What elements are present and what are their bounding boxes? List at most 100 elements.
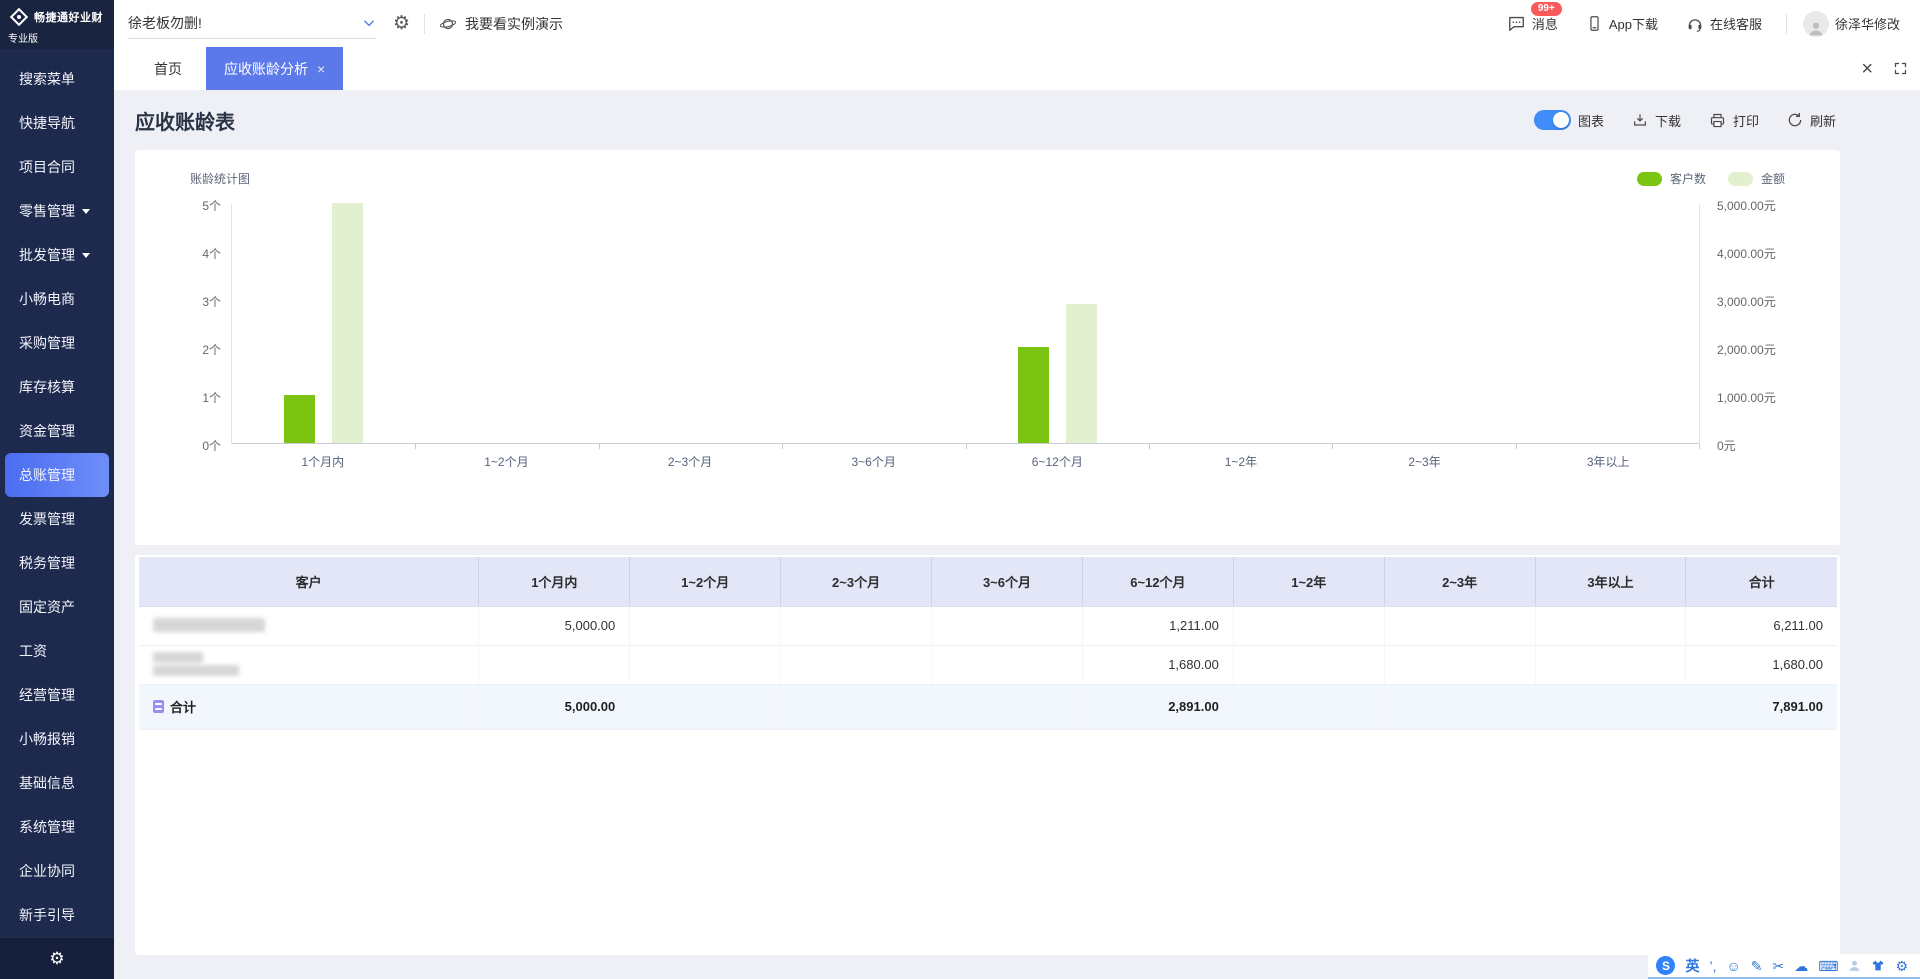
keyboard-icon[interactable]: ⌨: [1818, 957, 1839, 974]
sidebar-item-label: 资金管理: [19, 423, 75, 439]
account-selector[interactable]: 徐老板勿删!: [128, 9, 376, 39]
column-header-2: 1~2个月: [629, 557, 782, 607]
sidebar-item-label: 发票管理: [19, 511, 75, 527]
chart-category-slot: [1332, 204, 1518, 449]
user-icon[interactable]: [1848, 959, 1861, 972]
tab-0[interactable]: 首页: [130, 47, 206, 90]
column-header-6: 1~2年: [1233, 557, 1385, 607]
sidebar-item-label: 零售管理: [19, 203, 75, 219]
sidebar-item-12[interactable]: 固定资产: [0, 585, 114, 629]
column-header-7: 2~3年: [1384, 557, 1536, 607]
sidebar-item-3[interactable]: 零售管理: [0, 189, 114, 233]
app-download-label: App下载: [1608, 17, 1658, 32]
ime-toolbar: S 英 ’, ☺ ✎ ✂ ☁ ⌨ ⚙: [1648, 954, 1920, 979]
user-menu[interactable]: 徐泽华修改: [1802, 10, 1900, 37]
sidebar-item-14[interactable]: 经营管理: [0, 673, 114, 717]
punctuation-icon[interactable]: ’,: [1709, 957, 1717, 974]
sidebar-item-9[interactable]: 总账管理: [5, 453, 109, 497]
sidebar-item-17[interactable]: 系统管理: [0, 805, 114, 849]
print-button[interactable]: 打印: [1709, 111, 1759, 130]
shirt-icon[interactable]: [1871, 959, 1885, 972]
demo-link[interactable]: 我要看实例演示: [439, 14, 563, 34]
x-axis-label: 3年以上: [1586, 455, 1630, 469]
total-label-text: 合计: [170, 700, 197, 715]
total-label: 合计: [153, 697, 464, 716]
total-value-cell: [1384, 684, 1536, 730]
sidebar-item-15[interactable]: 小畅报销: [0, 717, 114, 761]
window-controls: ×: [1861, 47, 1908, 90]
tab-label: 首页: [154, 60, 182, 77]
legend-swatch: [1727, 171, 1753, 186]
sidebar: 畅捷通好业财 专业版 搜索菜单 快捷导航 项目合同 零售管理 批发管理 小畅电商 采购管理库…: [0, 0, 114, 979]
support-button[interactable]: 在线客服: [1686, 14, 1762, 33]
sidebar-item-label: 工资: [19, 643, 47, 659]
download-label: 下载: [1654, 113, 1681, 129]
account-selector-value: 徐老板勿删!: [128, 15, 202, 31]
pencil-icon[interactable]: ✎: [1750, 957, 1763, 974]
redacted-customer-name: [153, 651, 203, 663]
left-axis-tick: 1个: [202, 391, 221, 405]
value-cell: [1384, 645, 1536, 685]
total-row: 合计 5,000.00 2,891.00 7,891.00: [139, 684, 1837, 730]
legend-item-客户数[interactable]: 客户数: [1636, 170, 1706, 187]
bar-客户数: [1017, 347, 1049, 443]
emoji-icon[interactable]: ☺: [1726, 957, 1741, 974]
chart-toggle[interactable]: 图表: [1533, 110, 1604, 130]
sidebar-item-label: 新手引导: [19, 907, 75, 923]
tab-close-icon[interactable]: ×: [317, 60, 326, 77]
ime-language-toggle[interactable]: 英: [1685, 957, 1700, 974]
settings-icon[interactable]: ⚙: [1895, 957, 1908, 974]
settings-gear-icon[interactable]: ⚙: [393, 13, 411, 34]
sidebar-item-11[interactable]: 税务管理: [0, 541, 114, 585]
total-label-cell: 合计: [139, 684, 480, 730]
messages-button[interactable]: 消息 99+: [1507, 2, 1562, 33]
chart-category-slot: [599, 204, 784, 449]
sidebar-item-19[interactable]: 新手引导: [0, 893, 114, 937]
scissors-icon[interactable]: ✂: [1772, 957, 1785, 974]
sidebar-item-0[interactable]: 搜索菜单: [0, 57, 114, 101]
aging-chart-card: 账龄统计图 客户数 金额 5个 4个 3个 2个 1个 0个 5,000.00元 4,000.…: [135, 150, 1840, 545]
total-value-cell: [780, 684, 933, 730]
bar-客户数: [284, 395, 316, 443]
sidebar-item-6[interactable]: 采购管理: [0, 321, 114, 365]
sidebar-item-4[interactable]: 批发管理: [0, 233, 114, 277]
left-axis: 5个 4个 3个 2个 1个 0个: [135, 199, 231, 453]
sidebar-item-1[interactable]: 快捷导航: [0, 101, 114, 145]
fullscreen-icon[interactable]: [1893, 61, 1908, 76]
sidebar-item-label: 项目合同: [19, 159, 75, 175]
column-header-4: 3~6个月: [931, 557, 1083, 607]
sidebar-item-16[interactable]: 基础信息: [0, 761, 114, 805]
sidebar-item-label: 库存核算: [19, 379, 75, 395]
brand-edition: 专业版: [8, 34, 38, 45]
content-area: 应收账龄表 图表 下载: [114, 90, 1920, 979]
sidebar-item-18[interactable]: 企业协同: [0, 849, 114, 893]
close-icon[interactable]: ×: [1861, 57, 1873, 80]
ime-logo-icon[interactable]: S: [1656, 956, 1676, 975]
value-cell: [1535, 645, 1687, 685]
left-axis-tick: 3个: [202, 295, 221, 309]
sidebar-item-5[interactable]: 小畅电商: [0, 277, 114, 321]
sidebar-item-label: 搜索菜单: [19, 71, 75, 87]
app-download-button[interactable]: App下载: [1586, 14, 1658, 33]
cloud-icon[interactable]: ☁: [1794, 957, 1809, 974]
sidebar-item-label: 企业协同: [19, 863, 75, 879]
sidebar-item-label: 经营管理: [19, 687, 75, 703]
legend-item-金额[interactable]: 金额: [1727, 170, 1785, 187]
tab-1[interactable]: 应收账龄分析 ×: [206, 47, 344, 90]
sidebar-gear-icon[interactable]: ⚙: [49, 948, 65, 968]
sidebar-item-2[interactable]: 项目合同: [0, 145, 114, 189]
sidebar-item-8[interactable]: 资金管理: [0, 409, 114, 453]
sidebar-item-13[interactable]: 工资: [0, 629, 114, 673]
chart-category-slot: [782, 204, 967, 449]
bar-金额: [1065, 304, 1097, 443]
refresh-button[interactable]: 刷新: [1787, 111, 1836, 130]
download-button[interactable]: 下载: [1632, 111, 1681, 130]
sidebar-item-7[interactable]: 库存核算: [0, 365, 114, 409]
sidebar-item-10[interactable]: 发票管理: [0, 497, 114, 541]
x-axis-label: 1个月内: [301, 455, 345, 469]
value-cell: [931, 606, 1083, 646]
user-icon: [1809, 22, 1823, 35]
toggle-switch[interactable]: [1533, 110, 1571, 130]
value-cell: 5,000.00: [478, 606, 631, 646]
tab-label: 应收账龄分析: [224, 60, 308, 77]
